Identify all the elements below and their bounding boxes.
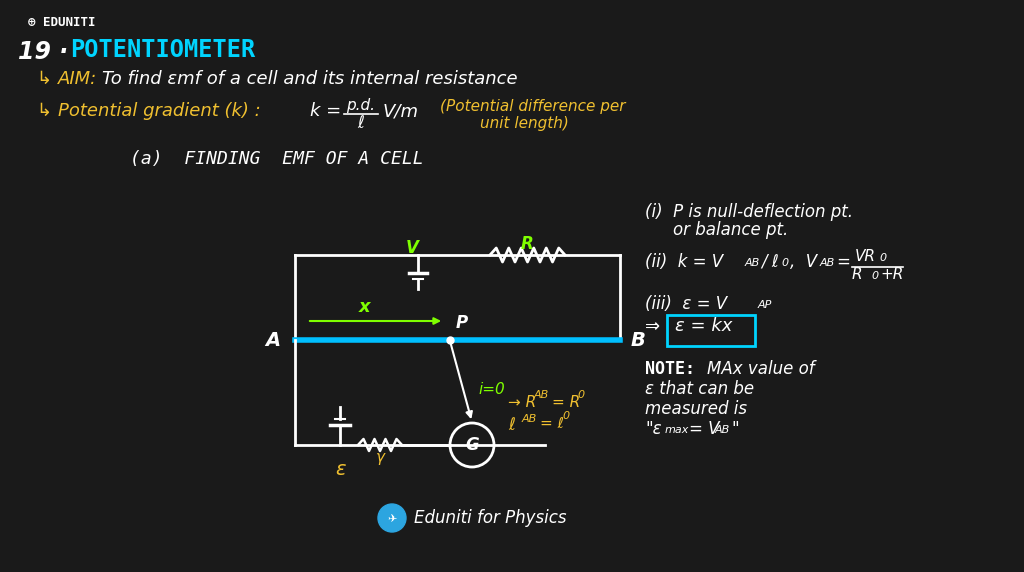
Text: To find εmf of a cell and its internal resistance: To find εmf of a cell and its internal r…: [102, 70, 517, 88]
Text: ,  V: , V: [790, 253, 817, 271]
Text: ⊕ EDUNITI: ⊕ EDUNITI: [28, 16, 95, 29]
Text: x: x: [358, 298, 371, 316]
Text: V/m: V/m: [383, 102, 419, 120]
Text: → R: → R: [508, 395, 537, 410]
Text: VR: VR: [855, 249, 876, 264]
Circle shape: [378, 504, 406, 532]
Text: = R: = R: [552, 395, 581, 410]
Text: ℓ: ℓ: [357, 114, 364, 132]
Text: AB: AB: [522, 414, 538, 424]
Text: ↳: ↳: [36, 70, 51, 88]
Text: R: R: [521, 235, 534, 253]
Text: 0: 0: [879, 253, 886, 263]
Text: 0: 0: [781, 258, 788, 268]
Text: or balance pt.: or balance pt.: [673, 221, 788, 239]
Text: AB: AB: [715, 425, 730, 435]
Text: B: B: [631, 331, 645, 349]
Text: +R: +R: [880, 267, 903, 282]
Text: ": ": [731, 420, 738, 438]
Text: =: =: [836, 253, 850, 271]
Text: (iii)  ε = V: (iii) ε = V: [645, 295, 727, 313]
Text: V: V: [406, 239, 419, 257]
Text: ε that can be: ε that can be: [645, 380, 754, 398]
Text: 19 ·: 19 ·: [18, 40, 69, 64]
Text: = V: = V: [689, 420, 720, 438]
Text: R: R: [852, 267, 862, 282]
Text: NOTE:: NOTE:: [645, 360, 695, 378]
Text: G: G: [465, 436, 479, 454]
Text: / ℓ: / ℓ: [761, 253, 778, 271]
Text: ε = kx: ε = kx: [675, 317, 732, 335]
Text: AP: AP: [758, 300, 772, 310]
Text: "ε: "ε: [645, 420, 662, 438]
Text: MAx value of: MAx value of: [707, 360, 815, 378]
Text: 0: 0: [577, 390, 584, 400]
Text: k =: k =: [310, 102, 341, 120]
Text: Eduniti for Physics: Eduniti for Physics: [414, 509, 566, 527]
Text: AIM:: AIM:: [58, 70, 97, 88]
Text: (i)  P is null-deflection pt.: (i) P is null-deflection pt.: [645, 203, 853, 221]
Text: 0: 0: [871, 271, 879, 281]
Text: POTENTIOMETER: POTENTIOMETER: [70, 38, 255, 62]
Text: ε: ε: [335, 460, 345, 479]
Text: = ℓ: = ℓ: [540, 416, 564, 431]
Text: ↳: ↳: [36, 102, 51, 120]
Text: (ii)  k = V: (ii) k = V: [645, 253, 723, 271]
Text: p.d.: p.d.: [346, 98, 375, 113]
Text: A: A: [265, 331, 281, 349]
Text: i=0: i=0: [478, 382, 505, 397]
Text: max: max: [665, 425, 689, 435]
Text: (Potential difference per: (Potential difference per: [440, 99, 626, 114]
Text: 0: 0: [562, 411, 569, 421]
Text: Potential gradient (k) :: Potential gradient (k) :: [58, 102, 261, 120]
Text: AB: AB: [745, 258, 760, 268]
Text: unit length): unit length): [480, 116, 569, 131]
Text: measured is: measured is: [645, 400, 746, 418]
Text: AB: AB: [534, 390, 549, 400]
Text: AB: AB: [820, 258, 836, 268]
Text: ⇒: ⇒: [645, 318, 660, 336]
Text: ✈: ✈: [387, 514, 396, 524]
Text: γ: γ: [376, 450, 384, 465]
Text: (a)  FINDING  EMF OF A CELL: (a) FINDING EMF OF A CELL: [130, 150, 424, 168]
Text: P: P: [456, 314, 468, 332]
Text: ℓ: ℓ: [508, 416, 515, 434]
